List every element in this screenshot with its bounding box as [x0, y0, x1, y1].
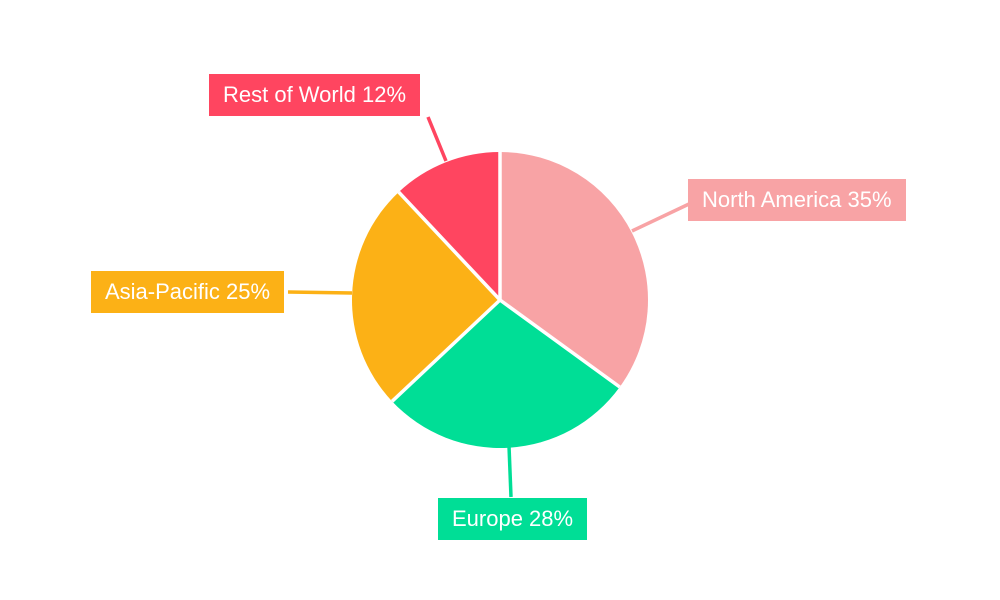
callout-label-rest-of-world: Rest of World 12% — [209, 74, 421, 116]
callout-label-europe: Europe 28% — [438, 498, 588, 540]
pie-slices-group — [352, 152, 649, 449]
callout-label-north-america: North America 35% — [688, 179, 906, 221]
leader-line-north-america — [631, 202, 690, 233]
leader-lines-group — [287, 116, 690, 498]
leader-line-europe — [507, 445, 513, 498]
pie-slice-europe[interactable] — [392, 300, 620, 449]
slice-gap-line — [397, 190, 502, 302]
leader-line-asia-pacific — [287, 290, 353, 295]
slice-gap-line — [390, 298, 502, 403]
slice-gap-lines-group — [390, 152, 621, 403]
pie-slice-north-america[interactable] — [500, 152, 649, 387]
pie-slice-asia-pacific[interactable] — [352, 192, 500, 402]
callout-label-asia-pacific: Asia-Pacific 25% — [91, 271, 285, 313]
pie-slice-rest-of-world[interactable] — [398, 152, 500, 300]
leader-line-rest-of-world — [426, 116, 448, 162]
slice-gap-line — [498, 298, 621, 389]
